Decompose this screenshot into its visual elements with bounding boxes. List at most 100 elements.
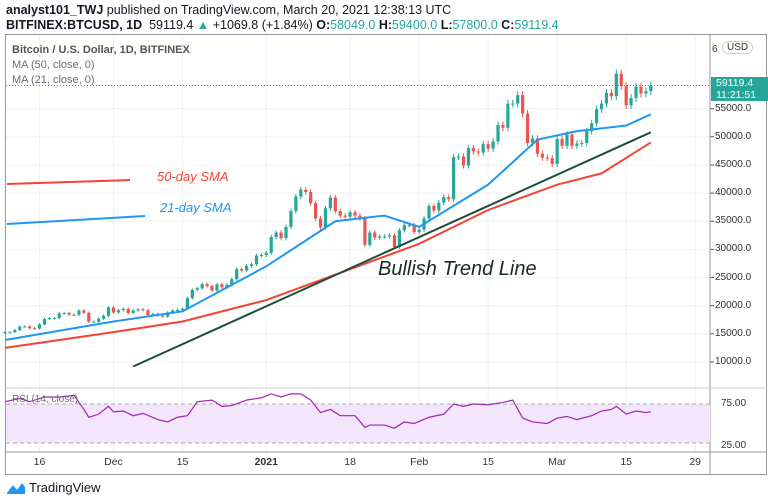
- high-value: 59400.0: [392, 18, 438, 32]
- candle-body: [294, 196, 298, 212]
- candle-body: [491, 141, 495, 149]
- candle-body: [269, 237, 273, 253]
- candle-body: [57, 313, 61, 319]
- candle-body: [8, 332, 12, 334]
- ma21-line: [4, 113, 652, 342]
- candle-body: [32, 328, 37, 330]
- candle-body: [383, 236, 387, 238]
- close-label: C:: [501, 18, 515, 32]
- open-label: O:: [316, 18, 331, 32]
- candle-body: [644, 91, 648, 94]
- chart-title: Bitcoin / U.S. Dollar, 1D, BITFINEX: [12, 44, 190, 56]
- candle-body: [299, 189, 303, 197]
- candle-body: [343, 215, 347, 217]
- candle-body: [402, 225, 406, 231]
- candle-body: [358, 215, 362, 219]
- candle-body: [230, 279, 234, 285]
- high-label: H:: [378, 18, 393, 32]
- price-change: +1069.8 (+1.84%): [212, 18, 313, 32]
- candle-body: [363, 218, 367, 245]
- symbol-info: BITFINEX:BTCUSD, 1D 59119.4 ▲ +1069.8 (+…: [6, 18, 559, 32]
- up-arrow-icon: ▲: [196, 18, 210, 32]
- publish-info: analyst101_TWJ published on TradingView.…: [6, 3, 451, 17]
- rsi-legend[interactable]: RSI (14, close): [12, 394, 79, 405]
- candle-body: [575, 143, 579, 146]
- candle-body: [624, 86, 628, 106]
- candle-body: [560, 139, 564, 146]
- sma50-legend-line: [6, 179, 131, 185]
- price-label: 40000.0: [715, 187, 752, 199]
- tradingview-wordmark: TradingView: [29, 480, 101, 495]
- candle-body: [151, 313, 155, 315]
- candle-body: [235, 269, 239, 280]
- candle-body: [585, 131, 589, 143]
- candle-body: [166, 312, 170, 317]
- candle-body: [545, 157, 549, 159]
- candle-body: [136, 309, 140, 311]
- low-label: L:: [440, 18, 453, 32]
- candle-body: [318, 218, 323, 228]
- trend-line-annotation: Bullish Trend Line: [378, 258, 537, 280]
- candle-body: [481, 144, 485, 153]
- time-label: Dec: [104, 456, 123, 468]
- price-label: 55000.0: [715, 102, 752, 114]
- current-price: 59119.4: [716, 77, 754, 89]
- time-label: 15: [620, 456, 633, 468]
- candle-body: [437, 202, 441, 211]
- price-label-top: 6: [712, 44, 718, 55]
- candle-body: [565, 134, 569, 146]
- bar-countdown: 11:21:51: [716, 89, 757, 101]
- candle-body: [77, 310, 81, 315]
- ma50-legend[interactable]: MA (50, close, 0): [12, 59, 95, 71]
- candle-body: [220, 284, 224, 288]
- candle-body: [102, 315, 106, 319]
- candle-body: [461, 156, 466, 166]
- candle-body: [121, 308, 125, 311]
- sma50-annotation: 50-day SMA: [157, 169, 229, 184]
- candle-body: [353, 212, 357, 216]
- symbol: BITFINEX:BTCUSD, 1D: [6, 18, 143, 32]
- candle-body: [599, 103, 604, 110]
- candle-body: [521, 95, 525, 114]
- candle-body: [328, 197, 332, 209]
- candle-body: [619, 73, 623, 87]
- candle-body: [146, 310, 150, 315]
- low-value: 57800.0: [452, 18, 498, 32]
- publish-text: published on TradingView.com, March 20, …: [106, 3, 452, 17]
- candle-body: [609, 92, 613, 97]
- candle-body: [289, 211, 293, 227]
- tradingview-logo[interactable]: TradingView: [6, 480, 101, 495]
- price-label: 15000.0: [715, 327, 752, 339]
- price-label: 20000.0: [715, 299, 752, 311]
- candle-body: [264, 252, 268, 256]
- candle-body: [348, 212, 352, 217]
- ma21-legend[interactable]: MA (21, close, 0): [12, 74, 95, 86]
- candle-body: [614, 73, 618, 97]
- candle-body: [175, 309, 180, 311]
- author-link[interactable]: analyst101_TWJ: [6, 3, 104, 17]
- candle-body: [466, 148, 471, 166]
- candle-body: [496, 124, 500, 142]
- candle-body: [338, 211, 342, 216]
- candle-body: [67, 313, 71, 315]
- candle-body: [215, 284, 219, 291]
- candle-body: [447, 197, 451, 200]
- chart-frame: [5, 34, 767, 475]
- price-label: 25000.0: [715, 271, 752, 283]
- candle-body: [126, 308, 130, 314]
- candle-body: [580, 142, 584, 144]
- candle-body: [392, 235, 397, 248]
- candle-body: [530, 138, 535, 143]
- price-label: 35000.0: [715, 215, 752, 227]
- candle-body: [106, 307, 111, 316]
- candle-body: [387, 235, 392, 237]
- candle-body: [180, 308, 185, 310]
- candle-body: [195, 288, 199, 290]
- currency-button[interactable]: USD: [722, 41, 754, 54]
- candle-body: [82, 310, 86, 313]
- sma21-annotation: 21-day SMA: [160, 200, 232, 215]
- candle-body: [313, 203, 318, 219]
- candle-body: [511, 103, 515, 105]
- candle-body: [18, 326, 22, 330]
